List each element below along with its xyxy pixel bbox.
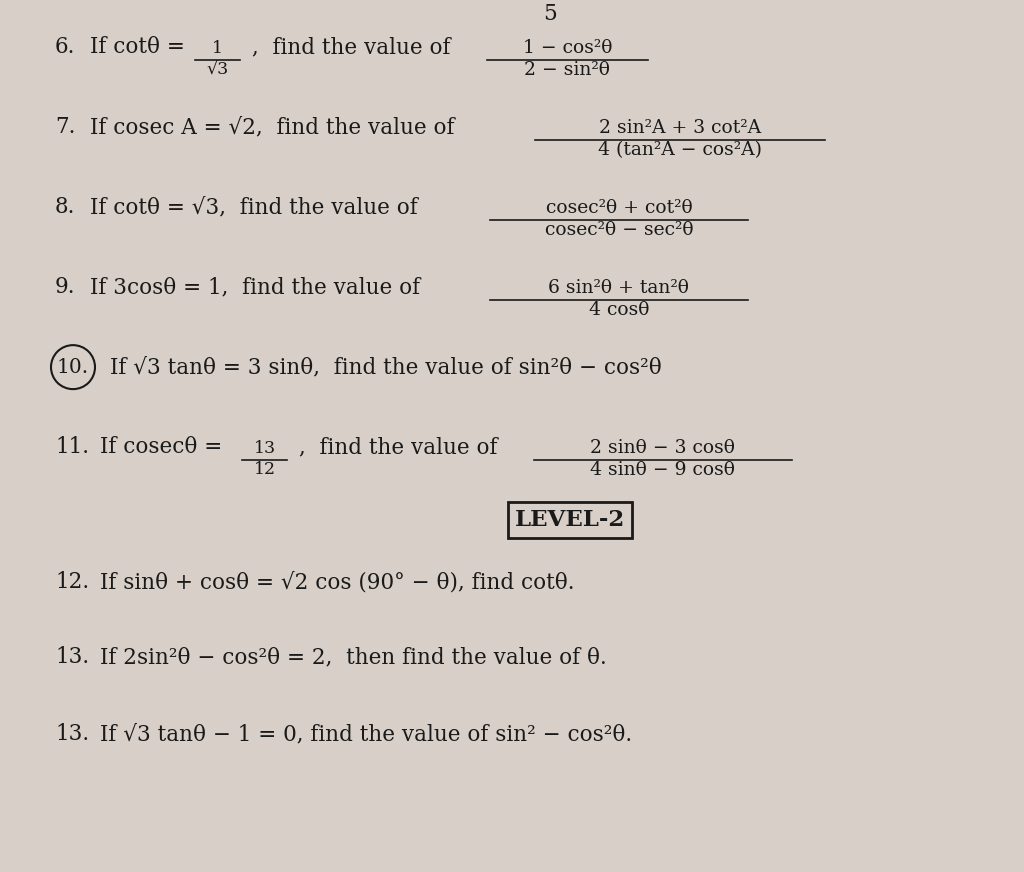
Text: 8.: 8.: [55, 196, 76, 218]
Text: If √3 tanθ = 3 sinθ,  find the value of sin²θ − cos²θ: If √3 tanθ = 3 sinθ, find the value of s…: [110, 356, 662, 378]
Text: 2 sin²A + 3 cot²A: 2 sin²A + 3 cot²A: [599, 119, 761, 137]
Text: If sinθ + cosθ = √2 cos (90° − θ), find cotθ.: If sinθ + cosθ = √2 cos (90° − θ), find …: [100, 571, 574, 593]
Text: 6 sin²θ + tan²θ: 6 sin²θ + tan²θ: [549, 279, 689, 297]
Text: 7.: 7.: [55, 116, 76, 138]
Text: 11.: 11.: [55, 436, 89, 458]
Text: 5: 5: [543, 3, 557, 25]
Text: If cosecθ =: If cosecθ =: [100, 436, 229, 458]
Text: If 3cosθ = 1,  find the value of: If 3cosθ = 1, find the value of: [90, 276, 420, 298]
Text: 2 − sin²θ: 2 − sin²θ: [524, 61, 610, 79]
Text: If cotθ = √3,  find the value of: If cotθ = √3, find the value of: [90, 196, 418, 218]
Text: 10.: 10.: [57, 358, 89, 377]
Text: If cosec A = √2,  find the value of: If cosec A = √2, find the value of: [90, 116, 455, 138]
Text: ,  find the value of: , find the value of: [299, 436, 498, 458]
Text: If √3 tanθ − 1 = 0, find the value of sin² − cos²θ.: If √3 tanθ − 1 = 0, find the value of si…: [100, 723, 632, 745]
Text: 4 (tan²A − cos²A): 4 (tan²A − cos²A): [598, 141, 762, 160]
Text: If 2sin²θ − cos²θ = 2,  then find the value of θ.: If 2sin²θ − cos²θ = 2, then find the val…: [100, 646, 607, 668]
Text: ,  find the value of: , find the value of: [252, 37, 451, 58]
Text: 9.: 9.: [55, 276, 76, 298]
Text: If cotθ =: If cotθ =: [90, 37, 191, 58]
Text: 1: 1: [212, 40, 223, 58]
Text: 4 cosθ: 4 cosθ: [589, 301, 649, 319]
Text: 13.: 13.: [55, 723, 89, 745]
Text: 4 sinθ − 9 cosθ: 4 sinθ − 9 cosθ: [591, 461, 735, 479]
Text: 12.: 12.: [55, 571, 89, 593]
Text: 13: 13: [253, 440, 275, 457]
Text: 12: 12: [253, 461, 275, 478]
Text: 1 − cos²θ: 1 − cos²θ: [522, 39, 612, 58]
Text: cosec²θ + cot²θ: cosec²θ + cot²θ: [546, 199, 692, 217]
Text: 6.: 6.: [55, 37, 76, 58]
Text: cosec²θ − sec²θ: cosec²θ − sec²θ: [545, 221, 693, 239]
Text: 2 sinθ − 3 cosθ: 2 sinθ − 3 cosθ: [591, 439, 735, 457]
Text: √3: √3: [207, 61, 228, 78]
Text: 13.: 13.: [55, 646, 89, 668]
Text: LEVEL-2: LEVEL-2: [515, 509, 625, 531]
